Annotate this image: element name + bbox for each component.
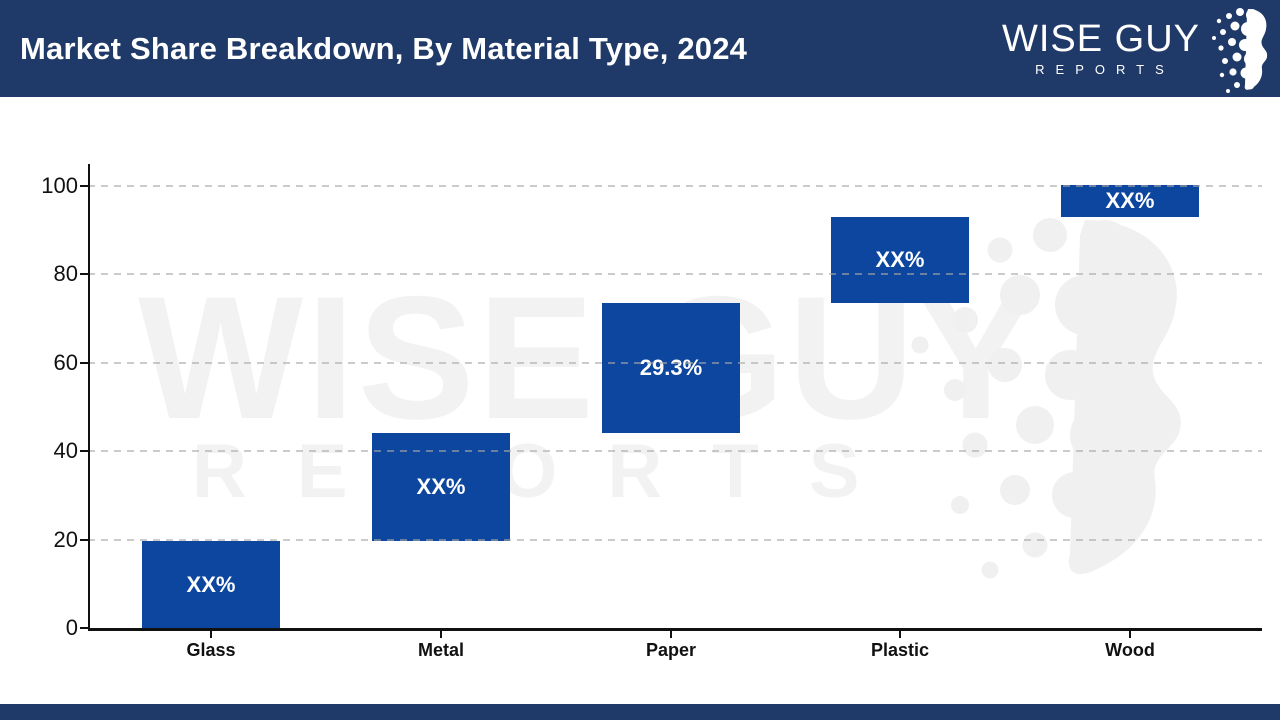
y-tick-100 xyxy=(80,185,88,187)
x-tick-paper xyxy=(670,631,672,638)
x-tick-label-glass: Glass xyxy=(186,640,236,660)
gridline-y80 xyxy=(88,273,1262,276)
y-tick-label-20: 20 xyxy=(53,526,78,552)
x-tick-label-metal: Metal xyxy=(417,640,464,660)
bar-metal: XX% xyxy=(372,432,510,542)
y-tick-60 xyxy=(80,361,88,364)
gridline-y100 xyxy=(88,185,1262,187)
x-tick-plastic xyxy=(899,631,901,638)
chart-title: Market Share Breakdown, By Material Type… xyxy=(20,30,748,66)
x-axis-line xyxy=(88,628,1262,631)
y-tick-label-60: 60 xyxy=(53,349,78,375)
y-tick-label-80: 80 xyxy=(53,261,78,287)
bar-value-label-plastic: XX% xyxy=(875,247,925,273)
watermark-subtext: REPORTS xyxy=(192,429,910,514)
logo-head-icon xyxy=(1212,7,1268,93)
y-tick-label-40: 40 xyxy=(53,438,78,464)
y-axis-line xyxy=(88,163,90,630)
bar-paper: 29.3% xyxy=(602,303,740,433)
logo-wordmark: WISE GUY xyxy=(1001,18,1200,60)
gridline-y60 xyxy=(88,361,1262,364)
bar-value-label-metal: XX% xyxy=(416,473,466,499)
watermark-head-icon xyxy=(911,218,1181,579)
logo-subtext: REPORTS xyxy=(1035,62,1175,77)
y-tick-label-100: 100 xyxy=(41,173,78,198)
x-tick-label-wood: Wood xyxy=(1105,640,1155,660)
gridline-y40 xyxy=(88,450,1262,453)
y-tick-20 xyxy=(80,538,88,541)
x-tick-label-paper: Paper xyxy=(645,640,697,660)
footer-bar xyxy=(0,704,1280,720)
bar-value-label-glass: XX% xyxy=(186,571,236,597)
y-tick-40 xyxy=(80,450,88,453)
bar-glass: XX% xyxy=(142,541,280,628)
bar-value-label-paper: 29.3% xyxy=(639,354,703,380)
wiseguy-logo: WISE GUY REPORTS xyxy=(1002,5,1280,93)
gridline-y20 xyxy=(88,538,1262,541)
y-tick-0 xyxy=(80,627,88,629)
x-tick-wood xyxy=(1129,631,1131,638)
bar-value-label-wood: XX% xyxy=(1105,188,1155,214)
x-tick-label-plastic: Plastic xyxy=(870,640,930,660)
x-tick-metal xyxy=(440,631,442,638)
y-tick-label-0: 0 xyxy=(65,615,78,640)
y-tick-80 xyxy=(80,273,88,276)
bar-plastic: XX% xyxy=(831,217,969,304)
x-tick-glass xyxy=(210,631,212,638)
bar-wood: XX% xyxy=(1061,185,1199,218)
header: Market Share Breakdown, By Material Type… xyxy=(0,0,1280,97)
